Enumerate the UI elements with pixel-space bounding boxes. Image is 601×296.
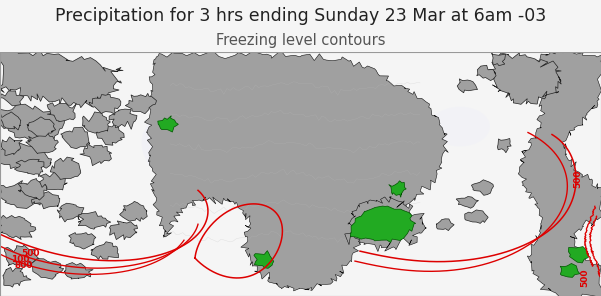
Polygon shape bbox=[47, 103, 76, 122]
Polygon shape bbox=[569, 247, 588, 263]
Polygon shape bbox=[18, 178, 47, 200]
Polygon shape bbox=[78, 212, 111, 229]
Polygon shape bbox=[0, 104, 64, 142]
Polygon shape bbox=[5, 245, 40, 266]
Text: 500: 500 bbox=[573, 169, 582, 188]
Polygon shape bbox=[31, 192, 59, 209]
Polygon shape bbox=[0, 143, 52, 173]
Polygon shape bbox=[144, 49, 448, 291]
Polygon shape bbox=[14, 159, 44, 177]
Polygon shape bbox=[29, 259, 64, 279]
Polygon shape bbox=[1, 137, 22, 155]
Polygon shape bbox=[96, 122, 124, 145]
Polygon shape bbox=[89, 94, 121, 114]
Polygon shape bbox=[457, 79, 477, 93]
Polygon shape bbox=[498, 139, 511, 153]
Polygon shape bbox=[80, 144, 112, 165]
Polygon shape bbox=[492, 51, 505, 66]
Polygon shape bbox=[345, 197, 426, 252]
Polygon shape bbox=[0, 215, 36, 239]
Polygon shape bbox=[0, 112, 21, 130]
Polygon shape bbox=[158, 116, 178, 132]
Polygon shape bbox=[120, 201, 147, 221]
Ellipse shape bbox=[331, 116, 410, 167]
Polygon shape bbox=[471, 180, 493, 195]
Polygon shape bbox=[350, 206, 416, 243]
Polygon shape bbox=[64, 263, 93, 279]
Text: Freezing level contours: Freezing level contours bbox=[216, 33, 385, 48]
Polygon shape bbox=[57, 203, 84, 222]
Polygon shape bbox=[518, 48, 601, 296]
Polygon shape bbox=[82, 112, 111, 133]
Polygon shape bbox=[0, 45, 123, 108]
Ellipse shape bbox=[430, 107, 490, 147]
Polygon shape bbox=[26, 131, 58, 154]
Text: 800: 800 bbox=[15, 261, 33, 270]
Polygon shape bbox=[436, 219, 454, 231]
Polygon shape bbox=[389, 181, 406, 197]
Polygon shape bbox=[465, 210, 488, 223]
Ellipse shape bbox=[142, 110, 248, 193]
Polygon shape bbox=[61, 127, 90, 149]
Text: 100: 100 bbox=[11, 255, 30, 264]
Polygon shape bbox=[126, 93, 156, 114]
Polygon shape bbox=[0, 91, 24, 106]
Polygon shape bbox=[27, 117, 56, 136]
Polygon shape bbox=[50, 157, 81, 179]
Polygon shape bbox=[254, 251, 274, 268]
Polygon shape bbox=[91, 242, 118, 259]
Polygon shape bbox=[560, 263, 579, 277]
Polygon shape bbox=[109, 221, 138, 240]
Polygon shape bbox=[0, 181, 46, 209]
Polygon shape bbox=[456, 197, 478, 208]
Polygon shape bbox=[3, 267, 31, 287]
Polygon shape bbox=[109, 109, 137, 129]
Polygon shape bbox=[40, 171, 67, 190]
Polygon shape bbox=[489, 53, 561, 104]
Polygon shape bbox=[69, 233, 96, 249]
Polygon shape bbox=[477, 65, 496, 81]
Text: 500: 500 bbox=[22, 249, 40, 258]
Text: 500: 500 bbox=[581, 269, 590, 287]
Text: Precipitation for 3 hrs ending Sunday 23 Mar at 6am -03: Precipitation for 3 hrs ending Sunday 23… bbox=[55, 7, 546, 25]
